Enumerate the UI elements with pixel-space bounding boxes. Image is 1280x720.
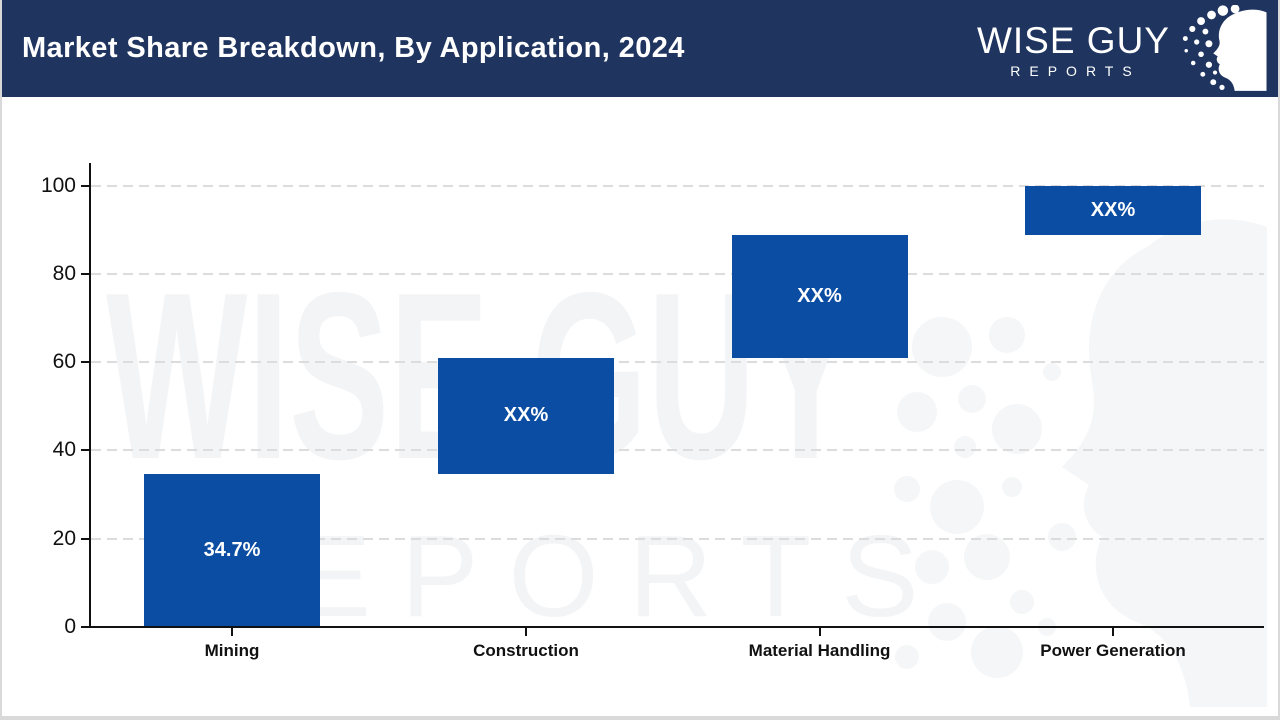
logo-wordmark: WISE GUY xyxy=(976,19,1170,61)
y-tick-60 xyxy=(81,361,90,364)
bar-material-handling: XX% xyxy=(731,234,908,358)
x-category-label: Mining xyxy=(204,641,260,660)
y-tick-100 xyxy=(81,184,90,187)
header: Market Share Breakdown, By Application, … xyxy=(2,0,1278,97)
x-category-label: Construction xyxy=(473,641,579,660)
logo-text: WISE GUY REPORTS xyxy=(977,22,1170,78)
bar-mining: 34.7% xyxy=(144,473,320,627)
bar-value-label: XX% xyxy=(503,404,549,427)
y-tick-40 xyxy=(81,449,90,452)
watermark-face-dots-icon xyxy=(894,219,1267,707)
x-tick-3 xyxy=(1112,628,1114,636)
y-tick-20 xyxy=(81,537,90,540)
x-category-label: Material Handling xyxy=(748,641,891,660)
bar-power-generation: XX% xyxy=(1025,185,1201,235)
y-tick-label-100: 100 xyxy=(40,173,76,197)
gridline-80 xyxy=(91,272,1264,275)
page-title: Market Share Breakdown, By Application, … xyxy=(22,32,685,64)
logo-subtext: REPORTS xyxy=(1010,62,1141,79)
bar-construction: XX% xyxy=(438,357,614,474)
gridline-40 xyxy=(91,449,1264,452)
y-tick-80 xyxy=(81,272,90,275)
x-tick-0 xyxy=(231,628,233,636)
x-axis-line xyxy=(88,626,1264,628)
y-tick-label-20: 20 xyxy=(52,526,76,550)
bar-value-label: XX% xyxy=(1090,198,1136,221)
y-tick-label-80: 80 xyxy=(52,261,76,285)
chart-area: WISE GUY REPORTS 0 20 40 60 80 100 34.7% Mining… xyxy=(2,97,1278,716)
y-tick-label-0: 0 xyxy=(64,615,76,638)
bar-value-label: XX% xyxy=(797,284,842,307)
gridline-100 xyxy=(91,184,1264,187)
wise-guy-logo: WISE GUY REPORTS xyxy=(977,4,1270,93)
y-tick-label-60: 60 xyxy=(52,350,76,374)
x-tick-2 xyxy=(818,628,821,636)
logo-face-icon xyxy=(1182,4,1267,91)
gridline-60 xyxy=(91,361,1264,364)
y-axis-line xyxy=(89,163,91,628)
y-tick-0 xyxy=(81,626,90,628)
gridline-20 xyxy=(91,537,1264,540)
x-tick-1 xyxy=(525,628,527,636)
bar-value-label: 34.7% xyxy=(203,538,261,561)
x-category-label: Power Generation xyxy=(1040,641,1186,660)
y-tick-label-40: 40 xyxy=(52,438,76,462)
